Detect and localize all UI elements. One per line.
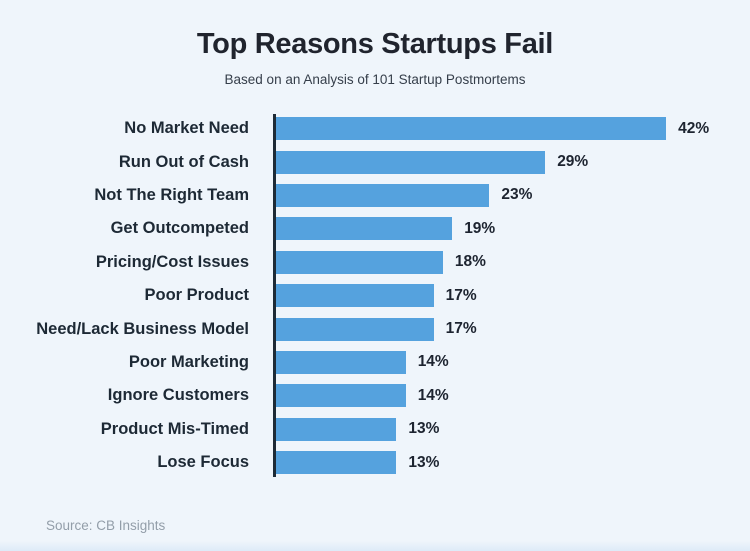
value-label: 13% — [408, 420, 440, 438]
bar-area: 17% — [262, 312, 477, 345]
bar-area: 17% — [262, 279, 477, 312]
category-label: No Market Need — [124, 119, 249, 138]
bar-chart: No Market Need 42% Run Out of Cash 29% Not T… — [0, 112, 750, 479]
chart-row: Run Out of Cash 29% — [0, 145, 750, 178]
chart-row: Poor Marketing 14% — [0, 346, 750, 379]
value-label: 17% — [445, 320, 477, 338]
bar — [275, 217, 453, 241]
bar-area: 13% — [262, 446, 439, 479]
category-label: Not The Right Team — [94, 185, 249, 204]
bar-area: 14% — [262, 379, 449, 412]
chart-row: No Market Need 42% — [0, 112, 750, 145]
value-label: 42% — [678, 119, 710, 137]
value-label: 13% — [408, 453, 440, 471]
value-label: 14% — [417, 386, 449, 404]
chart-title: Top Reasons Startups Fail — [196, 28, 554, 60]
category-label: Product Mis-Timed — [100, 419, 249, 438]
category-label: Lose Focus — [157, 453, 249, 472]
chart-row: Poor Product 17% — [0, 279, 750, 312]
bar-area: 42% — [262, 112, 709, 145]
chart-row: Product Mis-Timed 13% — [0, 413, 750, 446]
value-label: 17% — [445, 286, 477, 304]
bar — [275, 384, 406, 408]
category-label: Ignore Customers — [107, 386, 249, 405]
category-label: Poor Marketing — [128, 352, 249, 371]
category-label: Run Out of Cash — [118, 152, 249, 171]
chart-row: Ignore Customers 14% — [0, 379, 750, 412]
chart-row: Not The Right Team 23% — [0, 179, 750, 212]
bar-area: 14% — [262, 346, 449, 379]
chart-row: Lose Focus 13% — [0, 446, 750, 479]
chart-row: Get Outcompeted 19% — [0, 212, 750, 245]
bar — [275, 250, 443, 274]
chart-subtitle: Based on an Analysis of 101 Startup Post… — [224, 72, 526, 87]
bar — [275, 317, 434, 341]
chart-row: Need/Lack Business Model 17% — [0, 312, 750, 345]
bar — [275, 350, 406, 374]
category-label: Poor Product — [144, 286, 249, 305]
bar-area: 19% — [262, 212, 495, 245]
bar — [275, 451, 397, 475]
bar — [275, 284, 434, 308]
bar — [275, 417, 397, 441]
bar — [275, 150, 546, 174]
value-label: 14% — [417, 353, 449, 371]
value-label: 18% — [454, 253, 486, 271]
bar-area: 13% — [262, 413, 439, 446]
category-label: Pricing/Cost Issues — [95, 252, 249, 271]
bar-area: 23% — [262, 179, 532, 212]
bar — [275, 117, 667, 141]
value-label: 23% — [501, 186, 533, 204]
bar-area: 18% — [262, 246, 486, 279]
source-note: Source: CB Insights — [46, 518, 166, 533]
bar — [275, 183, 490, 207]
value-label: 29% — [557, 153, 589, 171]
bar-area: 29% — [262, 145, 588, 178]
value-label: 19% — [464, 219, 496, 237]
category-label: Need/Lack Business Model — [36, 319, 249, 338]
chart-row: Pricing/Cost Issues 18% — [0, 246, 750, 279]
y-axis-line — [273, 114, 276, 478]
category-label: Get Outcompeted — [110, 219, 249, 238]
chart-rows: No Market Need 42% Run Out of Cash 29% Not T… — [0, 112, 750, 479]
